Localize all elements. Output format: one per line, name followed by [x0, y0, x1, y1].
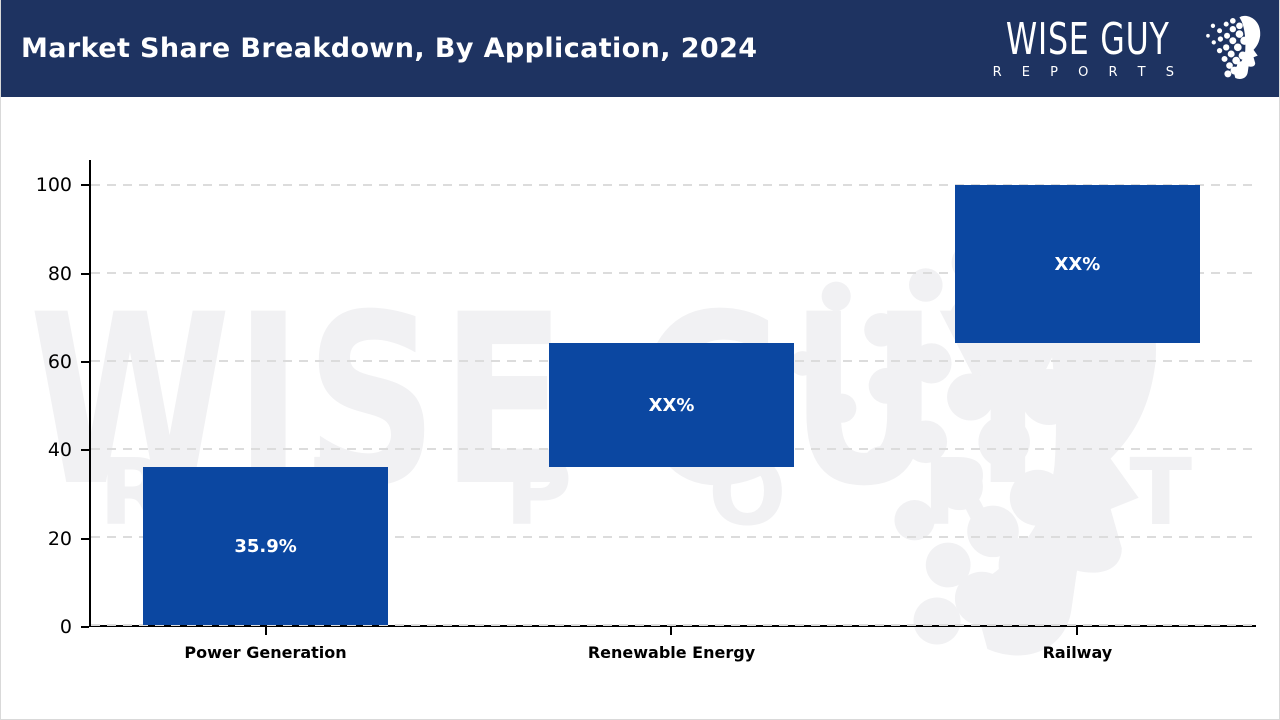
bar-value-label: 35.9% [234, 535, 297, 557]
x-tick-mark [264, 627, 267, 635]
y-tick-mark [81, 537, 89, 540]
brand-logo: WISE GUY R E P O R T S [974, 9, 1261, 89]
y-tick-mark [81, 449, 89, 452]
page-title: Market Share Breakdown, By Application, … [21, 33, 758, 64]
y-axis: 0 20 40 60 80 100 [1, 160, 89, 638]
gridline [91, 536, 1256, 538]
y-tick-label: 0 [59, 616, 72, 638]
y-tick-mark [81, 360, 89, 363]
gridline [91, 272, 1256, 275]
y-tick-mark [81, 626, 89, 628]
bar-value-label: XX% [1054, 253, 1101, 275]
y-tick-label: 20 [47, 527, 72, 550]
y-tick-mark [81, 272, 89, 275]
y-tick-label: 100 [35, 174, 72, 197]
bar: XX% [955, 185, 1200, 343]
category-label: Power Generation [184, 643, 347, 662]
plot-area: 35.9% XX% XX% [89, 160, 1256, 627]
y-tick-label: 60 [47, 350, 72, 373]
brand-subtitle: R E P O R T S [992, 64, 1182, 80]
brand-logo-text: WISE GUY R E P O R T S [974, 13, 1201, 80]
bar: 35.9% [143, 467, 388, 625]
bar: XX% [549, 343, 794, 468]
x-axis: Power Generation Renewable Energy Railway [91, 627, 1256, 687]
gridline [91, 184, 1256, 187]
bar-value-label: XX% [648, 394, 695, 416]
x-tick-mark [1076, 627, 1079, 635]
wise-guy-face-icon [1206, 15, 1261, 79]
gridline [91, 624, 1256, 626]
y-tick-label: 40 [47, 439, 72, 462]
brand-name: WISE GUY [1005, 13, 1170, 65]
category-label: Railway [1042, 643, 1113, 662]
category-label: Renewable Energy [587, 643, 756, 662]
x-tick-mark [670, 627, 673, 635]
header-bar: Market Share Breakdown, By Application, … [1, 0, 1279, 97]
y-tick-label: 80 [47, 262, 72, 285]
y-tick-mark [81, 184, 89, 187]
